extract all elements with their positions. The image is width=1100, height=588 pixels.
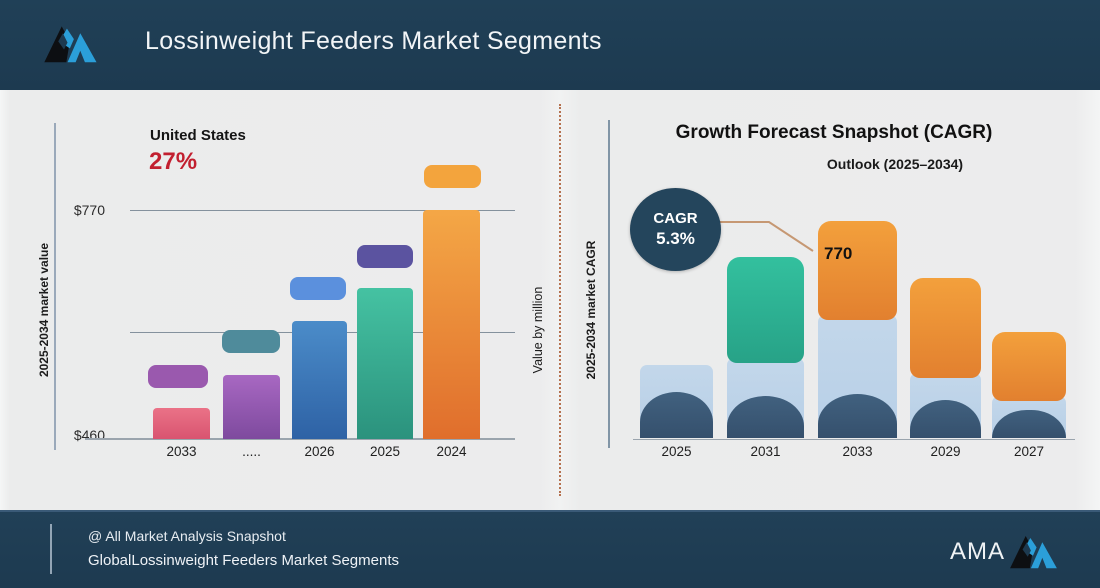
footer: @ All Market Analysis Snapshot GlobalLos… xyxy=(0,510,1100,588)
footer-brand-text: AMA xyxy=(950,538,1006,565)
right-y-axis-line xyxy=(608,120,610,448)
left-y-axis-line xyxy=(54,123,56,450)
page-title: Lossinweight Feeders Market Segments xyxy=(145,27,602,55)
left-bar-cap-2033 xyxy=(148,365,208,388)
left-bar-cap-2026 xyxy=(290,277,346,300)
content-area: 2025-2034 market value United States 27%… xyxy=(0,90,1100,510)
right-chart-title: Growth Forecast Snapshot (CAGR) xyxy=(675,122,993,143)
y-tick-460: $460 xyxy=(73,427,105,443)
left-bar-2024 xyxy=(423,210,480,439)
right-x-axis-label: 2031 xyxy=(750,444,781,459)
left-bar-cap-2024 xyxy=(424,165,481,188)
right-x-axis-label: 2027 xyxy=(1013,444,1045,459)
cagr-badge-label: CAGR xyxy=(653,209,698,227)
left-x-axis-label: 2024 xyxy=(436,444,467,459)
right-y-axis-title: 2025-2034 market CAGR xyxy=(584,240,598,380)
left-x-axis-label: 2025 xyxy=(369,444,401,459)
left-bar-cap-2025 xyxy=(357,245,413,268)
left-chart-title: United States xyxy=(150,127,246,144)
left-bar-2033 xyxy=(153,408,210,439)
right-bar-base-2025 xyxy=(640,392,713,438)
left-y-axis-title: 2025-2034 market value xyxy=(37,242,51,378)
left-bar-cap-..... xyxy=(222,330,280,353)
right-x-axis-label: 2033 xyxy=(842,444,873,459)
left-bar-..... xyxy=(223,375,280,439)
right-x-axis-label: 2025 xyxy=(661,444,692,459)
y-tick-770: $770 xyxy=(73,202,105,218)
left-bar-2025 xyxy=(357,288,413,439)
right-x-axis-line xyxy=(633,439,1075,440)
right-bar-base-2033 xyxy=(818,394,897,438)
right-chart-subtitle: Outlook (2025–2034) xyxy=(826,156,964,172)
right-bar-base-2031 xyxy=(727,396,804,438)
header: Lossinweight Feeders Market Segments xyxy=(0,0,1100,92)
footer-divider-line xyxy=(50,524,52,574)
right-x-axis-label: 2029 xyxy=(930,444,961,459)
right-bar-top-2031 xyxy=(727,257,804,363)
left-bar-2026 xyxy=(292,321,347,439)
cagr-badge: CAGR 5.3% xyxy=(630,188,721,271)
right-bar-top-2033 xyxy=(818,221,897,320)
right-bar-top-2029 xyxy=(910,278,981,378)
left-x-axis-label: 2033 xyxy=(166,444,197,459)
cagr-leader-line xyxy=(719,221,814,252)
ama-mountain-logo-icon xyxy=(44,26,97,63)
footer-source-line: @ All Market Analysis Snapshot xyxy=(88,528,286,544)
left-x-axis-label: 2026 xyxy=(304,444,335,459)
gridline-770 xyxy=(130,210,515,211)
cagr-badge-value: 5.3% xyxy=(656,229,695,249)
value-by-million-label: Value by million xyxy=(531,286,545,374)
left-x-axis-label: ..... xyxy=(242,444,261,459)
panel-divider xyxy=(559,104,561,496)
footer-ama-mountain-logo-icon xyxy=(1010,535,1057,569)
left-chart-highlight-percent: 27% xyxy=(149,148,198,175)
footer-title-line: GlobalLossinweight Feeders Market Segmen… xyxy=(88,552,399,569)
left-x-axis-line xyxy=(85,438,515,440)
bar-value-annotation: 770 xyxy=(824,244,853,263)
right-bar-top-2027 xyxy=(992,332,1066,401)
